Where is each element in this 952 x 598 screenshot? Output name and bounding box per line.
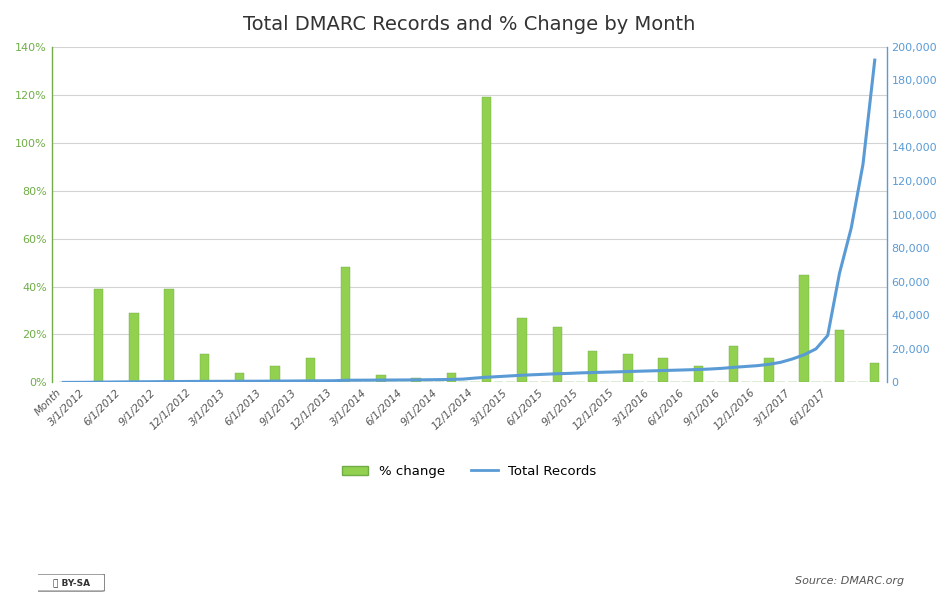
Legend: % change, Total Records: % change, Total Records bbox=[336, 460, 602, 483]
Bar bbox=[517, 318, 526, 383]
Bar bbox=[729, 346, 739, 383]
Bar bbox=[306, 358, 315, 383]
Bar bbox=[482, 97, 491, 383]
Bar bbox=[376, 376, 386, 383]
Bar bbox=[694, 365, 704, 383]
FancyBboxPatch shape bbox=[34, 574, 105, 591]
Bar bbox=[764, 358, 774, 383]
Text: Ⓒ BY-SA: Ⓒ BY-SA bbox=[53, 578, 89, 588]
Bar bbox=[235, 373, 245, 383]
Bar bbox=[835, 329, 844, 383]
Bar bbox=[659, 358, 667, 383]
Bar bbox=[587, 351, 597, 383]
Bar bbox=[870, 363, 880, 383]
Bar bbox=[341, 267, 350, 383]
Bar bbox=[270, 365, 280, 383]
Bar bbox=[411, 378, 421, 383]
Bar bbox=[624, 353, 632, 383]
Text: Source: DMARC.org: Source: DMARC.org bbox=[795, 576, 904, 586]
Bar bbox=[800, 274, 809, 383]
Bar bbox=[165, 289, 174, 383]
Bar bbox=[552, 327, 562, 383]
Bar bbox=[129, 313, 139, 383]
Bar bbox=[94, 289, 104, 383]
Bar bbox=[200, 353, 209, 383]
Title: Total DMARC Records and % Change by Month: Total DMARC Records and % Change by Mont… bbox=[243, 15, 695, 34]
Bar bbox=[446, 373, 456, 383]
